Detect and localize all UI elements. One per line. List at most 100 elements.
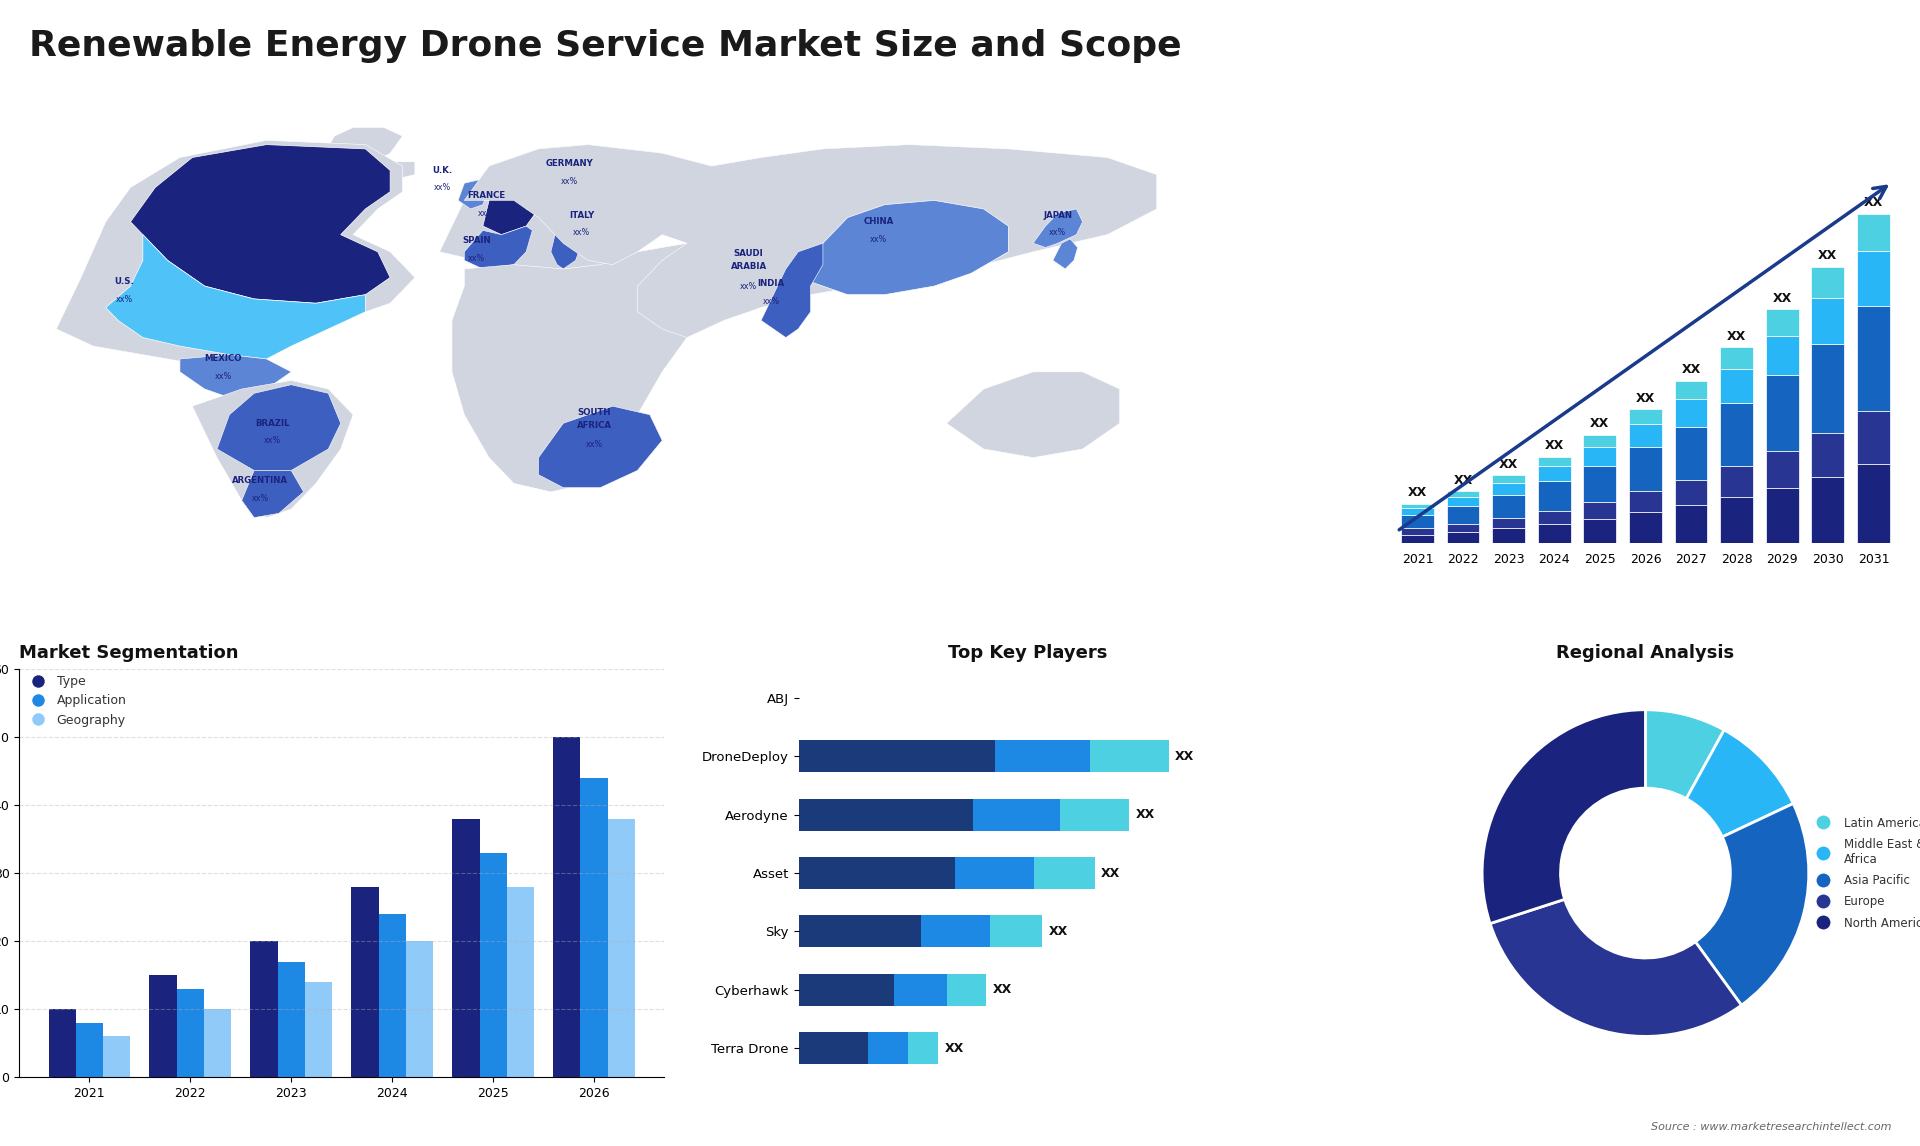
Bar [1492,484,1524,495]
Text: GERMANY: GERMANY [545,159,593,168]
Bar [453,818,480,1077]
Bar [1492,476,1524,484]
Bar [868,1033,908,1065]
Bar [1538,481,1571,511]
Polygon shape [1033,209,1083,248]
Bar [75,1022,104,1077]
Bar [1857,251,1889,306]
Bar [1402,503,1434,508]
Bar [1811,477,1845,543]
Wedge shape [1482,709,1645,924]
Bar [1584,434,1617,447]
Text: MEXICO: MEXICO [204,354,242,363]
Bar [553,737,580,1077]
Text: ARABIA: ARABIA [732,262,766,272]
Wedge shape [1686,730,1793,837]
Polygon shape [551,209,582,269]
Bar [1538,524,1571,543]
Bar [956,857,1033,889]
Text: U.K.: U.K. [432,166,453,174]
Title: Top Key Players: Top Key Players [947,644,1108,661]
Wedge shape [1490,900,1741,1036]
Bar [1446,524,1480,532]
Text: XX: XX [1864,196,1884,209]
Bar [1492,495,1524,518]
Bar [507,887,534,1077]
Polygon shape [451,243,712,492]
Polygon shape [106,235,365,359]
Bar [1674,480,1707,505]
Polygon shape [242,471,303,518]
Bar [1091,740,1169,772]
Text: ITALY: ITALY [568,211,595,220]
Text: SAUDI: SAUDI [733,249,764,258]
Bar [1720,402,1753,466]
Text: xx%: xx% [870,235,887,244]
Bar [1584,465,1617,502]
Bar [1584,447,1617,465]
Bar [1674,426,1707,480]
Text: xx%: xx% [265,437,282,445]
Bar [609,818,636,1077]
Legend: Type, Application, Geography: Type, Application, Geography [25,675,127,727]
Polygon shape [440,144,737,269]
Bar [1674,399,1707,426]
Text: Renewable Energy Drone Service Market Size and Scope: Renewable Energy Drone Service Market Si… [29,29,1181,63]
Polygon shape [526,174,582,218]
Bar [920,916,991,948]
Text: ARGENTINA: ARGENTINA [232,477,288,486]
Bar [1811,267,1845,298]
Polygon shape [538,406,662,487]
Bar [48,1010,75,1077]
Text: SOUTH: SOUTH [578,408,611,417]
Text: xx%: xx% [739,282,756,291]
Polygon shape [192,380,353,518]
Text: xx%: xx% [252,494,269,503]
Text: xx%: xx% [240,201,257,210]
Text: XX: XX [1137,808,1156,822]
Bar [1402,534,1434,543]
Bar [1766,376,1799,450]
Bar [1766,336,1799,376]
Text: XX: XX [1772,291,1791,305]
Bar [799,916,920,948]
Bar [1492,528,1524,543]
Bar [1492,518,1524,528]
Text: xx%: xx% [1048,228,1066,237]
Bar [1720,466,1753,497]
Bar [1720,369,1753,402]
Text: xx%: xx% [115,295,132,304]
Bar [1538,457,1571,466]
Polygon shape [1052,238,1077,269]
Text: XX: XX [945,1042,964,1054]
Bar [1033,857,1094,889]
Bar [1584,519,1617,543]
Bar [991,916,1043,948]
Bar [1857,410,1889,464]
Text: xx%: xx% [586,440,603,449]
Bar [1584,502,1617,519]
Polygon shape [131,144,390,304]
Bar [995,740,1091,772]
Bar [908,1033,939,1065]
Bar [1811,345,1845,433]
Bar [1857,464,1889,543]
Bar [1446,532,1480,543]
Polygon shape [459,179,490,209]
Bar [1628,447,1663,492]
Legend: Latin America, Middle East &
Africa, Asia Pacific, Europe, North America: Latin America, Middle East & Africa, Asi… [1807,811,1920,934]
Text: Source : www.marketresearchintellect.com: Source : www.marketresearchintellect.com [1651,1122,1891,1132]
Bar [1766,450,1799,488]
Bar [895,974,947,1006]
Text: XX: XX [1682,363,1701,376]
Text: XX: XX [1500,458,1519,471]
Text: SPAIN: SPAIN [463,236,492,245]
Text: xx%: xx% [574,228,591,237]
Bar [1446,497,1480,507]
Text: xx%: xx% [468,254,486,262]
Text: XX: XX [1726,330,1747,343]
Bar [1628,492,1663,512]
Bar [1402,528,1434,534]
Text: AFRICA: AFRICA [576,421,612,430]
Wedge shape [1695,803,1809,1005]
